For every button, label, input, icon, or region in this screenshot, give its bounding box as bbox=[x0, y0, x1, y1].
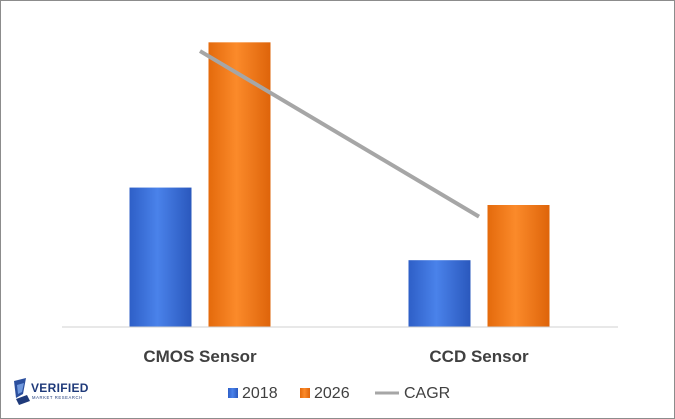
bar-cmos-sensor-2026 bbox=[208, 42, 271, 327]
bar-cmos-sensor-2018 bbox=[129, 187, 192, 327]
legend-swatch-2026 bbox=[300, 388, 310, 398]
logo-emblem-icon bbox=[14, 378, 30, 405]
legend-item-2026: 2026 bbox=[300, 385, 350, 402]
legend-label-2018: 2018 bbox=[242, 385, 278, 402]
cagr-line-layer bbox=[198, 49, 481, 219]
category-label-ccd-sensor: CCD Sensor bbox=[429, 347, 529, 366]
logo-tagline: MARKET RESEARCH bbox=[32, 395, 83, 400]
bar-ccd-sensor-2026 bbox=[487, 205, 550, 327]
line-cagr bbox=[198, 49, 481, 219]
category-label-cmos-sensor: CMOS Sensor bbox=[143, 347, 257, 366]
legend-item-2018: 2018 bbox=[228, 385, 278, 402]
category-labels: CMOS Sensor CCD Sensor bbox=[143, 347, 529, 366]
bars-layer bbox=[129, 42, 550, 327]
verified-market-research-logo: VERIFIED MARKET RESEARCH bbox=[14, 378, 89, 405]
bar-ccd-sensor-2018 bbox=[408, 260, 471, 327]
legend-label-cagr: CAGR bbox=[404, 385, 450, 402]
legend-item-cagr: CAGR bbox=[375, 385, 450, 402]
legend: 2018 2026 CAGR bbox=[228, 385, 450, 402]
logo-wordmark: VERIFIED bbox=[31, 381, 89, 395]
legend-swatch-2018 bbox=[228, 388, 238, 398]
legend-label-2026: 2026 bbox=[314, 385, 350, 402]
